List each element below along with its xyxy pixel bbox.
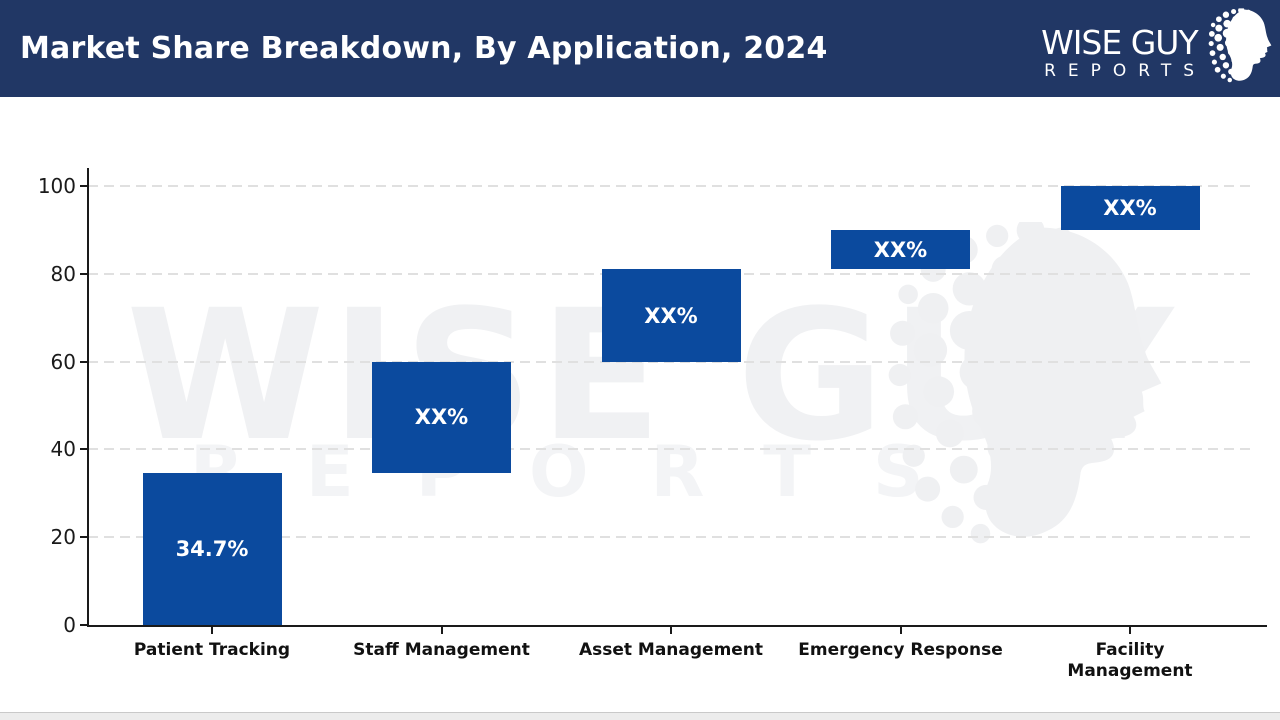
bar-value-label-3: XX% (644, 303, 698, 328)
y-axis-tick-100 (80, 185, 88, 187)
brand-name: WISE GUY (1041, 23, 1199, 62)
x-axis-tick-3 (670, 627, 672, 634)
y-axis-label-100: 100 (37, 174, 76, 198)
x-axis-tick-4 (899, 627, 902, 634)
x-axis-tick-1 (211, 627, 213, 634)
gridline-20 (88, 536, 1253, 539)
y-axis-tick-60 (80, 360, 88, 363)
y-axis-tick-80 (80, 272, 88, 275)
y-axis-label-60: 60 (50, 349, 76, 374)
y-axis-label-0: 0 (63, 613, 76, 637)
x-axis-category-label-5: Facility Management (1067, 640, 1193, 682)
footer-strip (0, 712, 1280, 720)
page-title: Market Share Breakdown, By Application, … (20, 31, 828, 66)
brand-logo: WISE GUY REPORTS (1041, 7, 1272, 89)
brand-logo-text: WISE GUY REPORTS (1041, 26, 1206, 80)
x-axis-category-label-2: Staff Management (353, 640, 530, 660)
gridline-40 (88, 448, 1253, 451)
gridline-60 (88, 360, 1253, 363)
x-axis-tick-5 (1129, 627, 1131, 634)
x-axis-line (87, 625, 1267, 627)
x-axis-category-label-4: Emergency Response (798, 640, 1003, 660)
x-axis-tick-2 (440, 627, 443, 634)
y-axis-label-20: 20 (50, 525, 76, 550)
bar-value-label-5: XX% (1103, 195, 1157, 220)
bar-value-label-4: XX% (873, 237, 928, 262)
bar-2: XX% (372, 361, 511, 473)
brand-subname: REPORTS (1044, 61, 1206, 81)
y-axis-tick-0 (80, 624, 88, 626)
header: Market Share Breakdown, By Application, … (0, 0, 1280, 97)
bar-4: XX% (831, 229, 970, 270)
gridline-100 (88, 185, 1253, 187)
bar-1: 34.7% (142, 472, 282, 625)
x-axis-category-label-3: Asset Management (578, 640, 764, 660)
y-axis-tick-20 (80, 536, 88, 539)
bar-5: XX% (1060, 186, 1200, 230)
bar-value-label-1: 34.7% (175, 536, 249, 561)
y-axis-line (87, 168, 89, 627)
x-axis-category-label-1: Patient Tracking (133, 640, 291, 660)
y-axis-tick-40 (80, 448, 88, 451)
y-axis-label-40: 40 (50, 437, 76, 462)
bar-3: XX% (601, 269, 741, 362)
y-axis-label-80: 80 (50, 261, 76, 286)
bar-value-label-2: XX% (414, 405, 469, 430)
brand-head-icon (1208, 7, 1272, 89)
